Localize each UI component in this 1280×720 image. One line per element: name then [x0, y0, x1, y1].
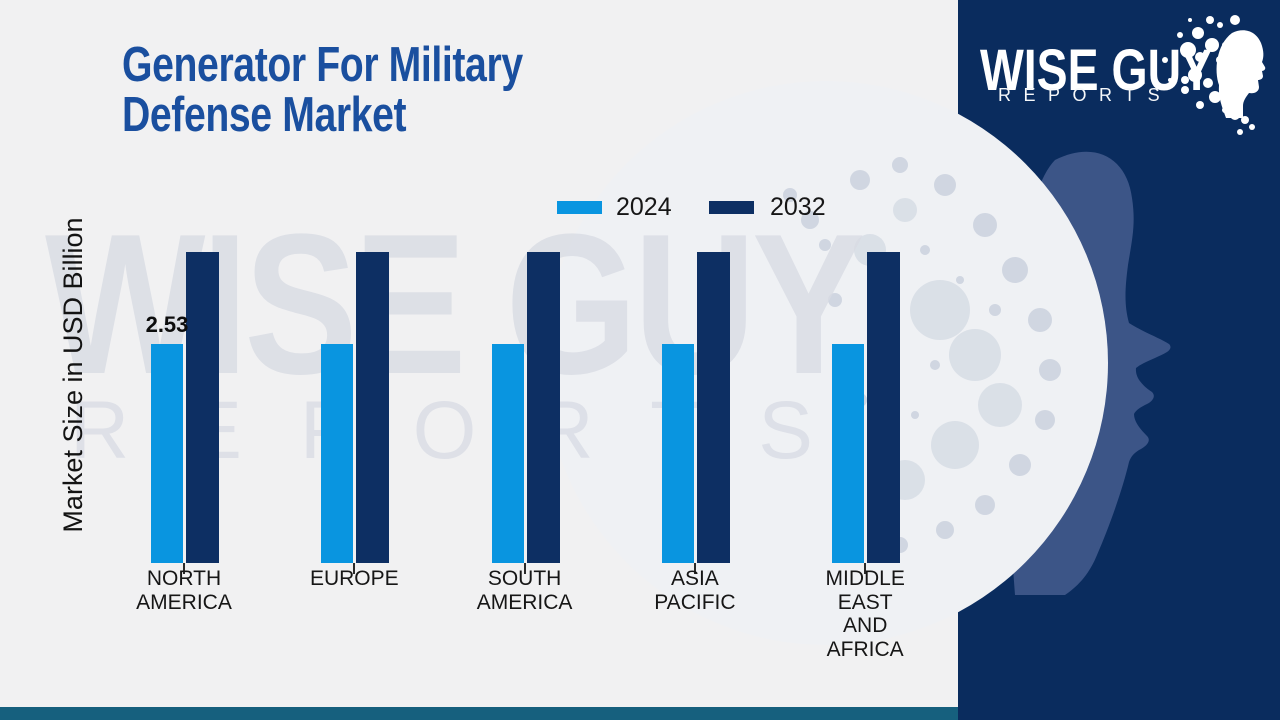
bar-2032-asia-pacific: [696, 252, 730, 563]
bar-2032-north-america: [186, 252, 219, 563]
page-title: Generator For Military Defense Market: [122, 38, 523, 142]
logo-wordmark: WISE GUY: [980, 38, 1213, 103]
bar-2024-south-america: [491, 344, 524, 563]
bar-2032-south-america: [526, 252, 560, 563]
bar-2024-asia-pacific: [661, 344, 694, 563]
legend-swatch-2024: [557, 201, 602, 214]
legend-swatch-2032: [709, 201, 754, 214]
y-axis-label: Market Size in USD Billion: [58, 217, 88, 533]
bar-2032-europe: [356, 252, 390, 563]
x-axis-tick-europe: [353, 563, 356, 574]
bar-2024-europe: [321, 344, 354, 563]
legend-label-2032: 2032: [770, 193, 826, 221]
category-label-europe: EUROPE: [309, 567, 399, 590]
x-axis-tick-south-america: [523, 563, 526, 574]
logo-head-profile-icon: [1162, 15, 1266, 135]
watermark-circle: [544, 81, 1108, 645]
footer-accent-bar: [0, 707, 958, 720]
legend-label-2024: 2024: [616, 193, 672, 221]
logo-subtitle: REPORTS: [998, 85, 1173, 105]
bar-2024-middle-east-and-africa: [832, 344, 865, 563]
bar-2024-north-america: [151, 344, 183, 563]
category-label-asia-pacific: ASIA PACIFIC: [654, 567, 736, 614]
x-axis-tick-asia-pacific: [693, 563, 696, 574]
category-label-north-america: NORTH AMERICA: [136, 567, 232, 614]
category-label-middle-east-and-africa: MIDDLE EAST AND AFRICA: [825, 567, 905, 661]
x-axis-tick-north-america: [183, 563, 185, 574]
x-axis-tick-middle-east-and-africa: [864, 563, 867, 574]
category-label-south-america: SOUTH AMERICA: [476, 567, 573, 614]
bar-2032-middle-east-and-africa: [867, 252, 901, 563]
value-label-north-america-2024: 2.53: [145, 312, 189, 337]
